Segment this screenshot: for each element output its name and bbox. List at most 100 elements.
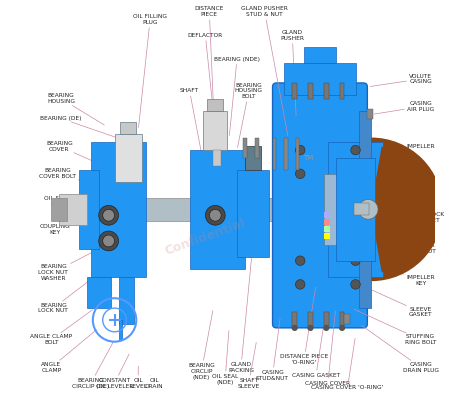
Text: DISTANCE PIECE
'O-RING': DISTANCE PIECE 'O-RING' <box>280 287 328 365</box>
Text: BEARING
HOUSING: BEARING HOUSING <box>47 93 104 125</box>
Bar <box>340 312 345 328</box>
Circle shape <box>295 280 305 289</box>
Bar <box>284 138 288 170</box>
Bar <box>324 312 328 328</box>
Text: GLAND
PUSHER: GLAND PUSHER <box>280 30 304 116</box>
Text: OIL
LEVEL: OIL LEVEL <box>129 366 147 389</box>
Text: CASING
STUD&NUT: CASING STUD&NUT <box>256 319 289 381</box>
Text: GLAND PUSHER
STUD & NUT: GLAND PUSHER STUD & NUT <box>241 6 288 135</box>
Bar <box>87 198 371 221</box>
Bar <box>203 111 227 150</box>
Bar <box>296 138 300 170</box>
Bar <box>324 233 330 239</box>
Text: CASING
DRAIN PLUG: CASING DRAIN PLUG <box>362 325 438 373</box>
Text: OIL SEAL
(DE): OIL SEAL (DE) <box>44 196 104 209</box>
Circle shape <box>295 256 305 265</box>
Text: IMPELLER LOCK
NUT GASKET: IMPELLER LOCK NUT GASKET <box>358 212 444 223</box>
Text: STUFFING
RING: STUFFING RING <box>358 180 435 197</box>
Text: IMPELLER
KEY: IMPELLER KEY <box>370 261 435 286</box>
Circle shape <box>323 325 329 331</box>
Text: SLEEVE
GASKET: SLEEVE GASKET <box>362 286 432 318</box>
Text: CASING GASKET: CASING GASKET <box>292 327 340 378</box>
Bar <box>245 146 261 170</box>
Text: BEARING
CIRCLIP (DE): BEARING CIRCLIP (DE) <box>72 342 113 389</box>
Circle shape <box>351 169 360 179</box>
Bar <box>308 312 313 328</box>
Bar <box>284 63 356 95</box>
Text: CASING COVER 'O-RING': CASING COVER 'O-RING' <box>311 339 384 389</box>
Circle shape <box>351 280 360 289</box>
Bar <box>213 150 221 166</box>
Bar <box>340 83 345 99</box>
Bar <box>120 122 137 134</box>
Bar <box>292 83 297 99</box>
Text: OIL SEAL
(NDE): OIL SEAL (NDE) <box>212 331 238 385</box>
Bar <box>336 158 375 261</box>
Text: BEARING (NDE): BEARING (NDE) <box>214 57 260 135</box>
Bar <box>118 276 134 324</box>
Bar <box>207 99 223 111</box>
Bar <box>91 142 146 276</box>
Text: BEARING
LOCK NUT: BEARING LOCK NUT <box>38 278 92 314</box>
Text: BEARING
CIRCLIP
(NDE): BEARING CIRCLIP (NDE) <box>188 311 215 380</box>
Text: IMPELLER
LOCK NUT: IMPELLER LOCK NUT <box>366 243 436 254</box>
Text: BEARING
COVER BOLT: BEARING COVER BOLT <box>39 168 96 185</box>
Wedge shape <box>371 138 442 280</box>
Bar <box>292 312 297 328</box>
Bar <box>273 138 276 170</box>
Bar <box>243 138 247 158</box>
Circle shape <box>210 209 221 221</box>
Bar <box>115 134 142 182</box>
Text: TM: TM <box>303 155 313 161</box>
Circle shape <box>99 205 118 225</box>
Text: ANGLE CLAMP
BOLT: ANGLE CLAMP BOLT <box>30 310 92 345</box>
Text: DISTANCE
PIECE: DISTANCE PIECE <box>195 6 224 100</box>
Text: CONSTANT
OIL LEVELER: CONSTANT OIL LEVELER <box>96 354 133 389</box>
Circle shape <box>295 145 305 155</box>
Bar <box>324 83 328 99</box>
Text: BEARING
LOCK NUT
WASHER: BEARING LOCK NUT WASHER <box>38 250 96 281</box>
Text: Confidential: Confidential <box>163 216 247 258</box>
Bar <box>354 203 369 215</box>
Bar <box>87 276 110 308</box>
Text: SHAFT: SHAFT <box>180 88 205 171</box>
Bar <box>59 194 87 225</box>
Text: VOLUTE
CASING: VOLUTE CASING <box>370 73 432 87</box>
Wedge shape <box>371 147 435 272</box>
Text: STUFFING
RING BOLT: STUFFING RING BOLT <box>354 309 437 345</box>
Text: BEARING
COVER: BEARING COVER <box>46 141 92 161</box>
Bar <box>324 226 330 232</box>
Bar <box>324 212 330 218</box>
Circle shape <box>307 325 314 331</box>
Bar <box>328 142 383 276</box>
Circle shape <box>292 325 298 331</box>
Bar <box>359 111 371 308</box>
FancyBboxPatch shape <box>273 83 367 328</box>
Bar <box>304 47 336 63</box>
Text: BEARING (DE): BEARING (DE) <box>40 116 116 137</box>
Text: IMPELLER: IMPELLER <box>370 144 435 157</box>
Bar <box>367 109 373 118</box>
Bar <box>237 170 269 257</box>
Text: CASING
AIR PLUG: CASING AIR PLUG <box>374 101 434 114</box>
Circle shape <box>99 231 118 251</box>
Text: CASING COVER: CASING COVER <box>305 311 350 386</box>
Bar <box>344 314 350 324</box>
Bar <box>118 320 122 340</box>
Text: ANGLE
CLAMP: ANGLE CLAMP <box>41 329 97 373</box>
Text: GLAND
PACKING: GLAND PACKING <box>228 248 254 373</box>
Circle shape <box>358 199 378 219</box>
Bar <box>308 83 313 99</box>
Text: BEARING
HOUSING
BOLT: BEARING HOUSING BOLT <box>235 83 263 147</box>
Circle shape <box>351 145 360 155</box>
Text: SHAFT
SLEEVE: SHAFT SLEEVE <box>238 342 260 389</box>
Bar <box>255 138 259 158</box>
Bar <box>190 150 245 269</box>
Text: OIL
DRAIN: OIL DRAIN <box>145 375 164 389</box>
Bar <box>51 198 67 221</box>
Circle shape <box>339 325 345 331</box>
Circle shape <box>205 205 225 225</box>
Bar <box>324 219 330 225</box>
Bar <box>324 174 344 245</box>
Text: OIL FILLING
PLUG: OIL FILLING PLUG <box>133 14 167 128</box>
